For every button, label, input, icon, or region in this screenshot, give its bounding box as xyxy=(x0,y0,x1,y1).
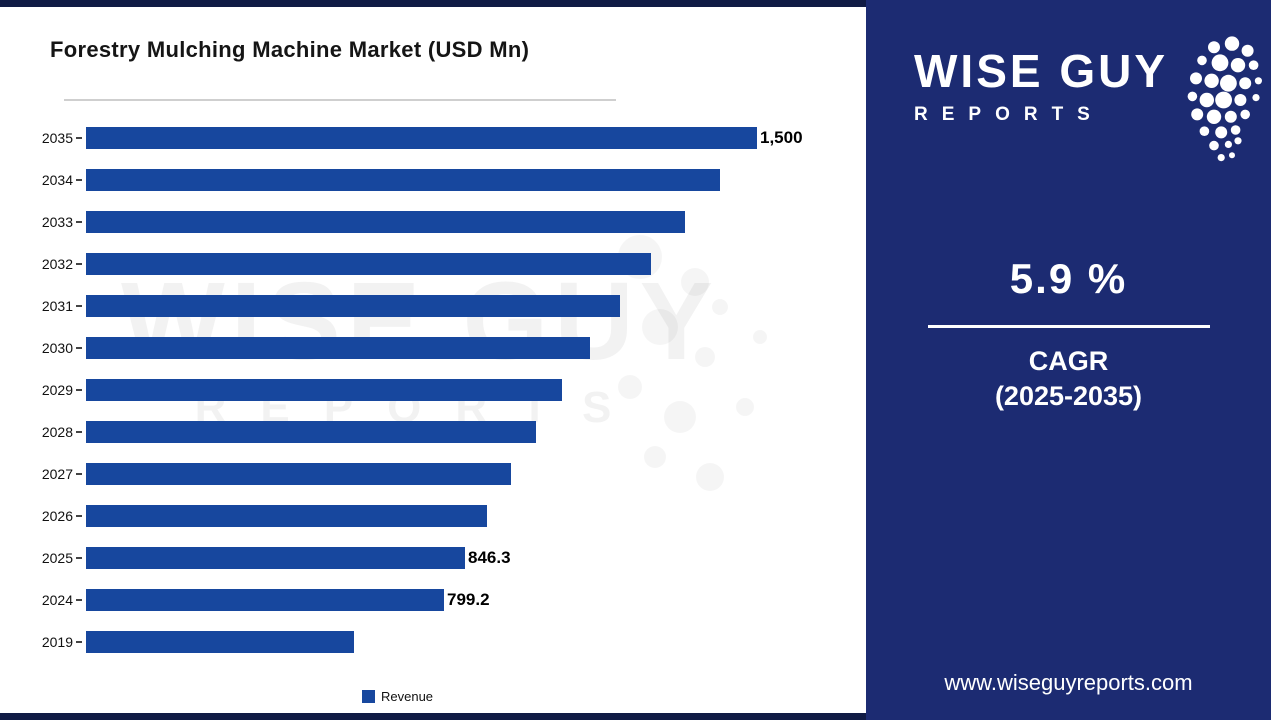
year-label: 2035 xyxy=(41,130,73,146)
revenue-bar xyxy=(86,631,354,653)
axis-tick xyxy=(76,221,82,223)
axis-tick xyxy=(76,599,82,601)
sidebar: WISE GUY REPORTS 5.9 % CAGR (2025-2035) … xyxy=(866,0,1271,720)
chart-title: Forestry Mulching Machine Market (USD Mn… xyxy=(50,37,530,62)
revenue-bar xyxy=(86,421,536,443)
bar-row: 2034 xyxy=(0,159,866,201)
axis-tick xyxy=(76,473,82,475)
axis-tick xyxy=(76,641,82,643)
bar-row: 2024 799.2 xyxy=(0,579,866,621)
axis-tick xyxy=(76,137,82,139)
cagr-block: 5.9 % CAGR (2025-2035) xyxy=(866,255,1271,412)
bar-row: 2035 1,500 xyxy=(0,117,866,159)
legend-label-revenue: Revenue xyxy=(381,689,434,704)
bar-row: 2033 xyxy=(0,201,866,243)
website-link[interactable]: www.wiseguyreports.com xyxy=(944,670,1193,695)
year-label: 2028 xyxy=(41,424,73,440)
bar-row: 2032 xyxy=(0,243,866,285)
legend: Revenue xyxy=(362,689,433,704)
revenue-bar xyxy=(86,253,651,275)
logo-text-line2: REPORTS xyxy=(914,104,1104,125)
value-label: 846.3 xyxy=(468,548,511,567)
axis-tick xyxy=(76,347,82,349)
year-label: 2033 xyxy=(41,214,73,230)
revenue-bar xyxy=(86,463,511,485)
revenue-bar xyxy=(86,547,465,569)
bar-chart: 2035 1,500 2034 2033 2032 2031 2030 2029 2028 202… xyxy=(0,117,866,663)
bar-row: 2025 846.3 xyxy=(0,537,866,579)
axis-tick xyxy=(76,179,82,181)
revenue-bar xyxy=(86,589,444,611)
axis-tick xyxy=(76,263,82,265)
dotted-head-logo-icon xyxy=(1187,36,1262,162)
cagr-value: 5.9 % xyxy=(1009,255,1128,302)
value-label: 799.2 xyxy=(447,590,490,609)
axis-tick xyxy=(76,515,82,517)
cagr-divider xyxy=(927,325,1210,328)
chart-panel: Forestry Mulching Machine Market (USD Mn… xyxy=(0,0,866,720)
bar-row: 2029 xyxy=(0,369,866,411)
bar-row: 2030 xyxy=(0,327,866,369)
title-divider xyxy=(64,99,616,101)
revenue-bar xyxy=(86,169,720,191)
year-label: 2024 xyxy=(41,592,73,608)
revenue-bar xyxy=(86,505,487,527)
legend-swatch-revenue xyxy=(362,690,375,703)
year-label: 2025 xyxy=(41,550,73,566)
bar-row: 2019 xyxy=(0,621,866,663)
bar-row: 2031 xyxy=(0,285,866,327)
bar-row: 2028 xyxy=(0,411,866,453)
revenue-bar xyxy=(86,211,685,233)
logo-text-line1: WISE GUY xyxy=(914,45,1169,97)
cagr-label: CAGR xyxy=(1028,346,1109,376)
year-label: 2027 xyxy=(41,466,73,482)
bar-row: 2026 xyxy=(0,495,866,537)
year-label: 2026 xyxy=(41,508,73,524)
axis-tick xyxy=(76,557,82,559)
year-label: 2034 xyxy=(41,172,73,188)
year-label: 2031 xyxy=(41,298,73,314)
axis-tick xyxy=(76,305,82,307)
year-label: 2029 xyxy=(41,382,73,398)
value-label: 1,500 xyxy=(760,128,803,147)
cagr-period: (2025-2035) xyxy=(994,381,1143,411)
axis-tick xyxy=(76,389,82,391)
revenue-bar xyxy=(86,295,620,317)
revenue-bar xyxy=(86,127,757,149)
year-label: 2030 xyxy=(41,340,73,356)
bar-row: 2027 xyxy=(0,453,866,495)
revenue-bar xyxy=(86,337,590,359)
year-label: 2032 xyxy=(41,256,73,272)
axis-tick xyxy=(76,431,82,433)
revenue-bar xyxy=(86,379,562,401)
year-label: 2019 xyxy=(41,634,73,650)
wise-guy-logo: WISE GUY REPORTS xyxy=(914,36,1262,162)
